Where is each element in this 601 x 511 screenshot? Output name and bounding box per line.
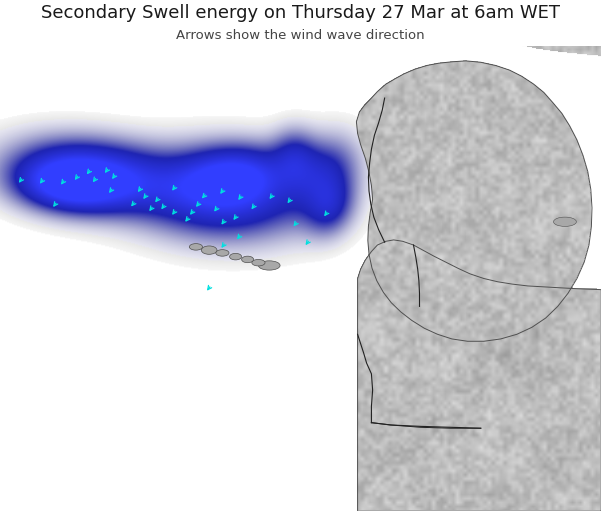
Ellipse shape: [252, 260, 265, 266]
Ellipse shape: [230, 253, 242, 260]
Ellipse shape: [242, 256, 254, 263]
Text: Secondary Swell energy on Thursday 27 Mar at 6am WET: Secondary Swell energy on Thursday 27 Ma…: [41, 4, 560, 22]
Text: Arrows show the wind wave direction: Arrows show the wind wave direction: [176, 29, 425, 42]
Ellipse shape: [201, 246, 217, 254]
Ellipse shape: [258, 261, 280, 270]
Ellipse shape: [216, 250, 229, 256]
Ellipse shape: [189, 244, 203, 250]
Ellipse shape: [554, 217, 576, 226]
